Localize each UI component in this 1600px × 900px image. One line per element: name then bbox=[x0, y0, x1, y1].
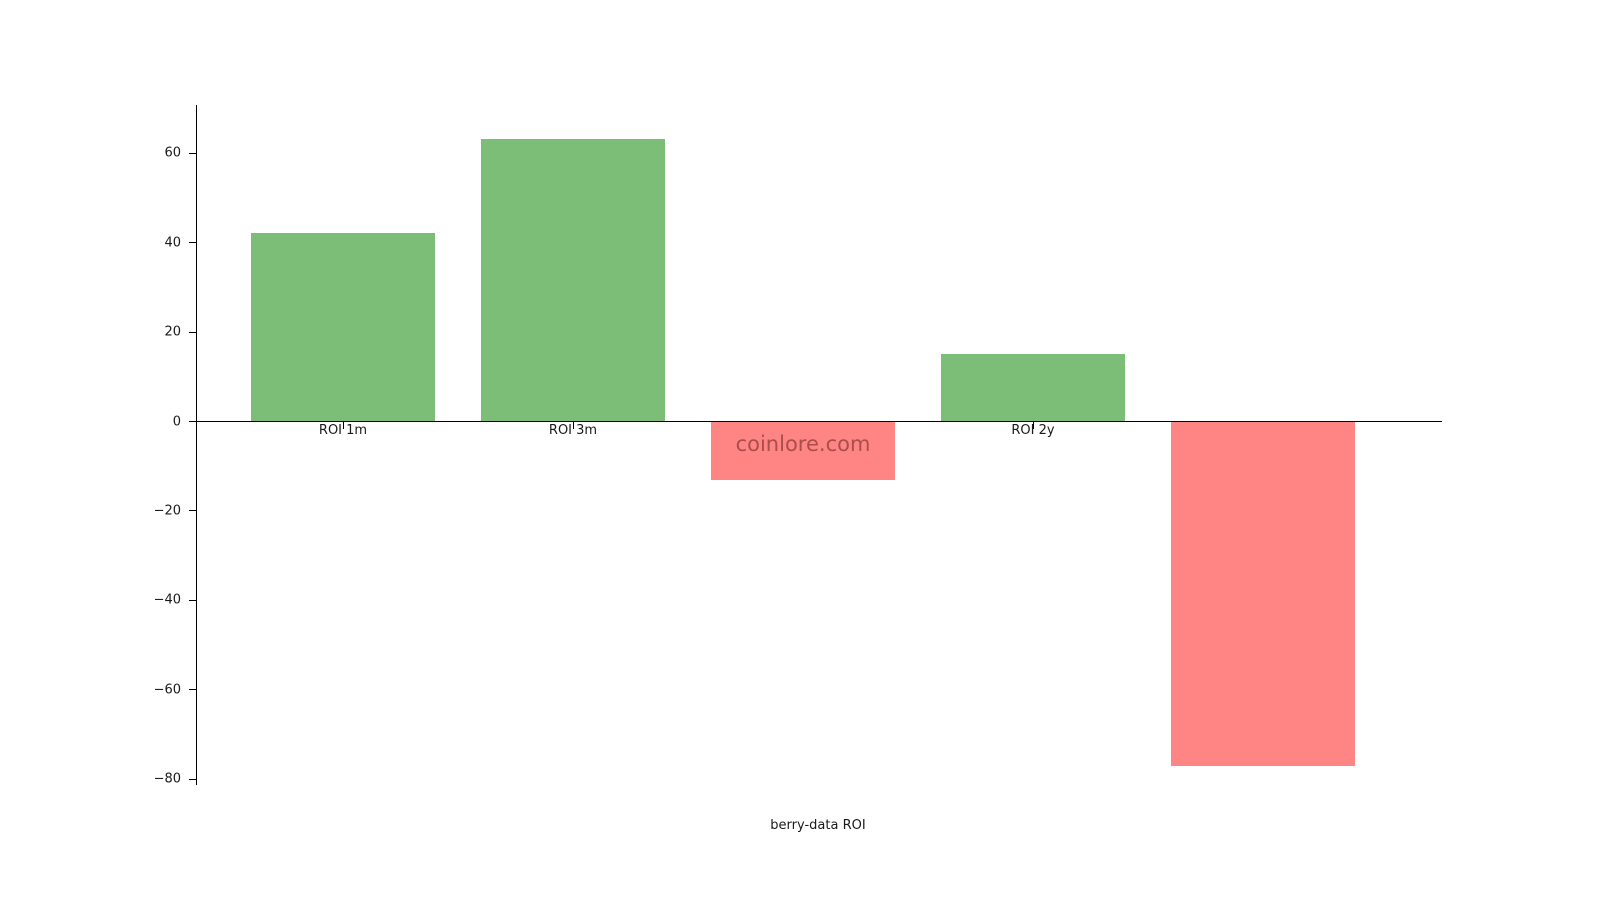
y-tick--20 bbox=[189, 510, 196, 512]
y-tick--60 bbox=[189, 689, 196, 691]
watermark-text: coinlore.com bbox=[735, 432, 871, 456]
x-axis-spine bbox=[196, 421, 1442, 422]
y-tick--40 bbox=[189, 599, 196, 601]
y-axis-spine bbox=[196, 105, 197, 785]
y-tick-label-0: 0 bbox=[172, 414, 181, 429]
y-tick-label-20: 20 bbox=[164, 324, 181, 340]
x-tick-label-4: ROI 2y bbox=[1011, 423, 1055, 438]
bar-1-roi-1m bbox=[251, 233, 435, 421]
y-tick-label--60: −60 bbox=[153, 682, 181, 698]
y-tick-label--80: −80 bbox=[153, 771, 181, 787]
x-tick-label-1: ROI 1m bbox=[318, 423, 368, 438]
y-tick-20 bbox=[189, 331, 196, 333]
y-tick-label--20: −20 bbox=[153, 503, 181, 519]
x-tick-1 bbox=[343, 421, 344, 429]
chart-title: berry-data ROI bbox=[770, 818, 866, 833]
y-tick-40 bbox=[189, 242, 196, 244]
bar-3 bbox=[711, 422, 895, 481]
y-tick-0 bbox=[189, 421, 196, 422]
y-tick-label--40: −40 bbox=[153, 592, 181, 608]
bar-5 bbox=[1171, 422, 1355, 767]
bar-4-roi-2y bbox=[941, 353, 1125, 421]
y-tick--80 bbox=[189, 778, 196, 780]
y-tick-label-60: 60 bbox=[164, 145, 181, 161]
y-tick-label-40: 40 bbox=[164, 235, 181, 251]
y-tick-60 bbox=[189, 152, 196, 154]
x-tick-2 bbox=[573, 421, 574, 429]
bar-2-roi-3m bbox=[481, 139, 665, 421]
x-tick-label-2: ROI 3m bbox=[548, 423, 598, 438]
x-tick-4 bbox=[1033, 421, 1034, 429]
